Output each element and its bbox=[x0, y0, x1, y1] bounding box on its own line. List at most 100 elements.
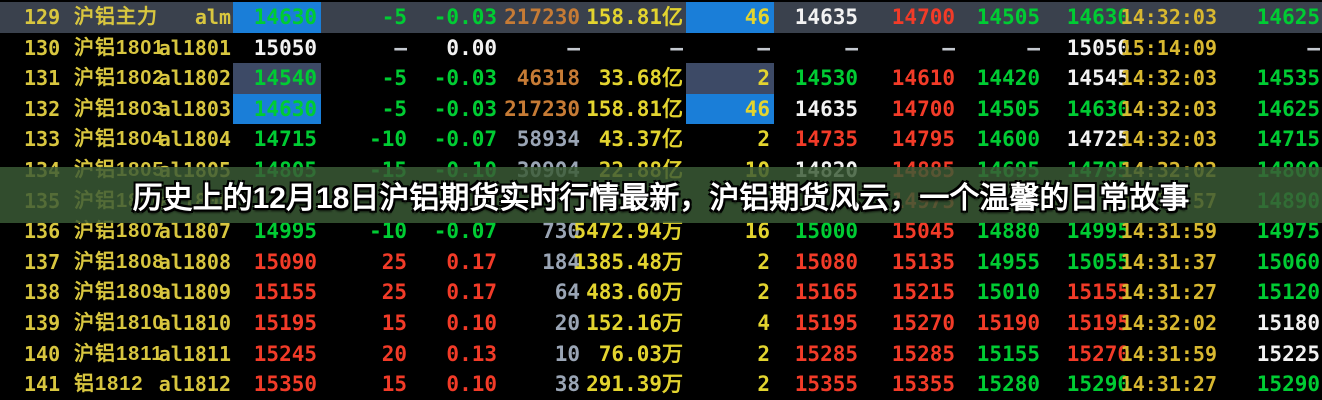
name: 沪铝1804 bbox=[74, 128, 165, 151]
cell-1: — bbox=[394, 35, 407, 60]
cell-6: 15355 bbox=[794, 372, 858, 397]
cell-8: 14600 bbox=[976, 127, 1040, 152]
cell-4: 33.68亿 bbox=[598, 66, 683, 91]
code: al1803 bbox=[158, 96, 231, 121]
cell-5: 4 bbox=[757, 310, 770, 335]
table-row-al1803[interactable]: 132 沪铝1803 al1803 14630 -5 -0.03 217230 158.81亿… bbox=[0, 93, 1322, 125]
cell-2: 0.00 bbox=[446, 35, 497, 60]
cell-5: — bbox=[757, 35, 770, 60]
cell-10: 14:32:03 bbox=[1120, 96, 1217, 121]
cell-9: 14995 bbox=[1066, 219, 1130, 244]
table-row-al1812[interactable]: 141 铝1812 al1812 15350 15 0.10 38 291.39万 2 15355… bbox=[0, 369, 1322, 400]
seq: 138 bbox=[24, 280, 61, 305]
cell-highlight bbox=[686, 93, 774, 125]
cell-3: 184 bbox=[542, 249, 580, 274]
cell-4: 483.60万 bbox=[586, 280, 683, 305]
table-row-al1807[interactable]: 136 沪铝1807 al1807 14995 -10 -0.07 730 5472.94万 1… bbox=[0, 216, 1322, 247]
cell-5: 2 bbox=[757, 249, 770, 274]
cell-0: 15195 bbox=[253, 310, 317, 335]
cell-5: 16 bbox=[744, 219, 770, 244]
cell-4: 158.81亿 bbox=[586, 5, 683, 29]
cell-2: -0.03 bbox=[433, 96, 497, 121]
table-row-alm[interactable]: 129 沪铝主力 alm 14630 -5 -0.03 217230 158.81亿 46 146… bbox=[0, 2, 1322, 33]
cell-0: 15050 bbox=[253, 35, 317, 60]
name: 沪铝1807 bbox=[74, 220, 165, 243]
cell-11: 15180 bbox=[1256, 310, 1320, 335]
code: al1812 bbox=[158, 372, 231, 397]
cell-2: -0.03 bbox=[433, 66, 497, 91]
cell-2: 0.17 bbox=[446, 280, 497, 305]
cell-6: 15285 bbox=[794, 341, 858, 366]
news-banner-overlay: 历史上的12月18日沪铝期货实时行情最新，沪铝期货风云，一个温馨的日常故事 bbox=[0, 167, 1322, 223]
table-row-al1802[interactable]: 131 沪铝1802 al1802 14540 -5 -0.03 46318 33.68亿 2 1… bbox=[0, 63, 1322, 94]
cell-11: 14625 bbox=[1256, 96, 1320, 121]
cell-7: 15285 bbox=[891, 341, 955, 366]
name: 沪铝1810 bbox=[74, 311, 165, 334]
cell-7: 15215 bbox=[891, 280, 955, 305]
cell-9: 15195 bbox=[1066, 310, 1130, 335]
table-row-al1811[interactable]: 140 沪铝1811 al1811 15245 20 0.13 10 76.03万 2 15285… bbox=[0, 339, 1322, 370]
cell-0: 14540 bbox=[253, 66, 317, 91]
cell-10: 14:31:27 bbox=[1120, 280, 1217, 305]
cell-0: 14630 bbox=[253, 5, 317, 29]
table-row-al1809[interactable]: 138 沪铝1809 al1809 15155 25 0.17 64 483.60万 2 1516… bbox=[0, 277, 1322, 308]
cell-0: 15350 bbox=[253, 372, 317, 397]
cell-1: -10 bbox=[369, 219, 407, 244]
table-row-al1804[interactable]: 133 沪铝1804 al1804 14715 -10 -0.07 58934 43.37亿 2… bbox=[0, 124, 1322, 155]
cell-9: 15270 bbox=[1066, 341, 1130, 366]
cell-8: 14420 bbox=[976, 66, 1040, 91]
cell-3: 64 bbox=[554, 280, 580, 305]
cell-7: 14610 bbox=[891, 66, 955, 91]
cell-8: 14505 bbox=[976, 5, 1040, 29]
cell-3: 38 bbox=[554, 372, 580, 397]
cell-5: 46 bbox=[744, 96, 770, 121]
cell-7: — bbox=[942, 35, 955, 60]
cell-4: 1385.48万 bbox=[573, 249, 683, 274]
cell-10: 15:14:09 bbox=[1120, 35, 1217, 60]
name: 沪铝1811 bbox=[74, 342, 164, 365]
cell-8: 14955 bbox=[976, 249, 1040, 274]
seq: 139 bbox=[24, 310, 61, 335]
cell-9: 14630 bbox=[1066, 5, 1130, 29]
cell-1: 25 bbox=[381, 249, 407, 274]
cell-3: 20 bbox=[554, 310, 580, 335]
cell-2: -0.07 bbox=[433, 127, 497, 152]
cell-7: 14795 bbox=[891, 127, 955, 152]
code: al1804 bbox=[158, 127, 231, 152]
seq: 140 bbox=[24, 341, 61, 366]
banner-title: 历史上的12月18日沪铝期货实时行情最新，沪铝期货风云，一个温馨的日常故事 bbox=[132, 182, 1190, 215]
code: al1809 bbox=[158, 280, 231, 305]
cell-10: 14:31:59 bbox=[1120, 341, 1217, 366]
cell-10: 14:32:02 bbox=[1120, 310, 1217, 335]
cell-highlight bbox=[233, 2, 321, 33]
cell-8: 15280 bbox=[976, 372, 1040, 397]
cell-7: 15135 bbox=[891, 249, 955, 274]
cell-3: 10 bbox=[554, 341, 580, 366]
cell-2: 0.17 bbox=[446, 249, 497, 274]
cell-6: 14735 bbox=[794, 127, 858, 152]
cell-highlight bbox=[686, 2, 774, 33]
table-row-al1810[interactable]: 139 沪铝1810 al1810 15195 15 0.10 20 152.16万 4 1519… bbox=[0, 308, 1322, 339]
cell-11: 15120 bbox=[1256, 280, 1320, 305]
cell-2: -0.07 bbox=[433, 219, 497, 244]
cell-6: 15000 bbox=[794, 219, 858, 244]
cell-2: 0.13 bbox=[446, 341, 497, 366]
cell-6: 14530 bbox=[794, 66, 858, 91]
cell-0: 15090 bbox=[253, 249, 317, 274]
table-row-al1808[interactable]: 137 沪铝1808 al1808 15090 25 0.17 184 1385.48万 2 15… bbox=[0, 247, 1322, 278]
cell-11: 14535 bbox=[1256, 66, 1320, 91]
table-row-al1801[interactable]: 130 沪铝1801 al1801 15050—0.00— — — — — —15050 15:1… bbox=[0, 33, 1322, 64]
cell-11: 14625 bbox=[1256, 5, 1320, 29]
seq: 129 bbox=[24, 5, 61, 29]
cell-4: 291.39万 bbox=[586, 372, 683, 397]
cell-2: 0.10 bbox=[446, 310, 497, 335]
cell-6: 15195 bbox=[794, 310, 858, 335]
cell-5: 2 bbox=[757, 372, 770, 397]
cell-8: 14880 bbox=[976, 219, 1040, 244]
cell-7: 15045 bbox=[891, 219, 955, 244]
cell-4: 158.81亿 bbox=[586, 96, 683, 121]
cell-9: 14545 bbox=[1066, 66, 1130, 91]
cell-0: 14715 bbox=[253, 127, 317, 152]
cell-6: 14635 bbox=[794, 96, 858, 121]
